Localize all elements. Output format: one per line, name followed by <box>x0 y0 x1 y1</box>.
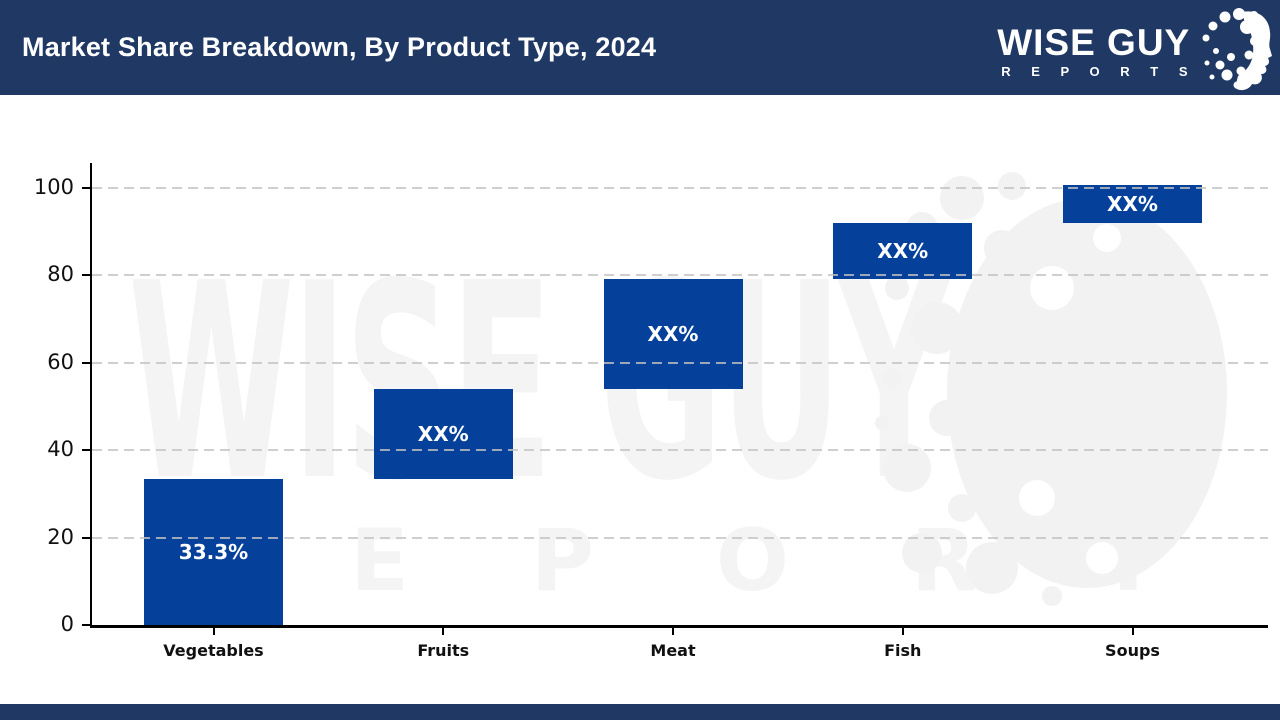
y-axis-label: 20 <box>47 524 74 549</box>
y-tick-mark <box>82 361 90 364</box>
x-axis-label-soups: Soups <box>1105 641 1160 660</box>
bar-fish: XX% <box>833 222 973 280</box>
logo: WISE GUY R E P O R T S <box>997 8 1272 92</box>
y-tick-mark <box>82 449 90 451</box>
footer-bar <box>0 704 1280 720</box>
page-title: Market Share Breakdown, By Product Type,… <box>22 32 657 62</box>
header-bar: Market Share Breakdown, By Product Type,… <box>0 0 1280 95</box>
chart-plot-area: 0 20 40 60 80 100 33.3% Vegetables XX% Fruits XX% M… <box>34 163 1268 660</box>
bar-value-label-meat: XX% <box>647 322 699 347</box>
gridline-y-80 <box>92 274 1268 276</box>
y-axis-label: 100 <box>33 174 74 199</box>
bar-value-label-fruits: XX% <box>417 422 469 447</box>
x-tick-mark <box>442 628 445 635</box>
x-axis-label-vegetables: Vegetables <box>163 641 264 660</box>
bar-value-label-vegetables: 33.3% <box>178 540 249 565</box>
y-axis-label: 0 <box>60 612 74 636</box>
bar-vegetables: 33.3% <box>144 479 283 625</box>
y-axis-label: 60 <box>47 349 74 374</box>
x-tick-mark <box>672 628 674 635</box>
logo-face-icon <box>1202 8 1272 91</box>
y-axis-label: 80 <box>47 262 74 286</box>
x-tick-mark <box>212 628 215 635</box>
bar-value-label-fish: XX% <box>877 238 929 263</box>
y-tick-mark <box>82 624 90 626</box>
watermark-face-icon <box>875 172 1227 606</box>
logo-reports-text: R E P O R T S <box>1001 64 1196 79</box>
x-axis-label-meat: Meat <box>650 641 696 660</box>
gridline-y-40 <box>92 449 1268 451</box>
bar-value-label-soups: XX% <box>1107 191 1158 216</box>
x-axis-label-fish: Fish <box>884 641 922 660</box>
logo-text: WISE GUY R E P O R T S <box>997 24 1196 79</box>
x-tick-mark <box>1131 628 1134 635</box>
y-tick-mark <box>82 274 90 276</box>
x-tick-mark <box>901 628 904 635</box>
y-tick-mark <box>82 186 90 189</box>
bar-soups: XX% <box>1063 185 1202 223</box>
bar-meat: XX% <box>603 279 743 389</box>
watermark-wordmark: WISE GUY <box>128 225 949 540</box>
logo-wordmark: WISE GUY <box>997 22 1191 63</box>
x-axis-label-fruits: Fruits <box>417 641 470 660</box>
y-tick-mark <box>82 536 90 539</box>
y-axis-label: 40 <box>47 437 74 461</box>
bar-fruits: XX% <box>373 388 513 480</box>
